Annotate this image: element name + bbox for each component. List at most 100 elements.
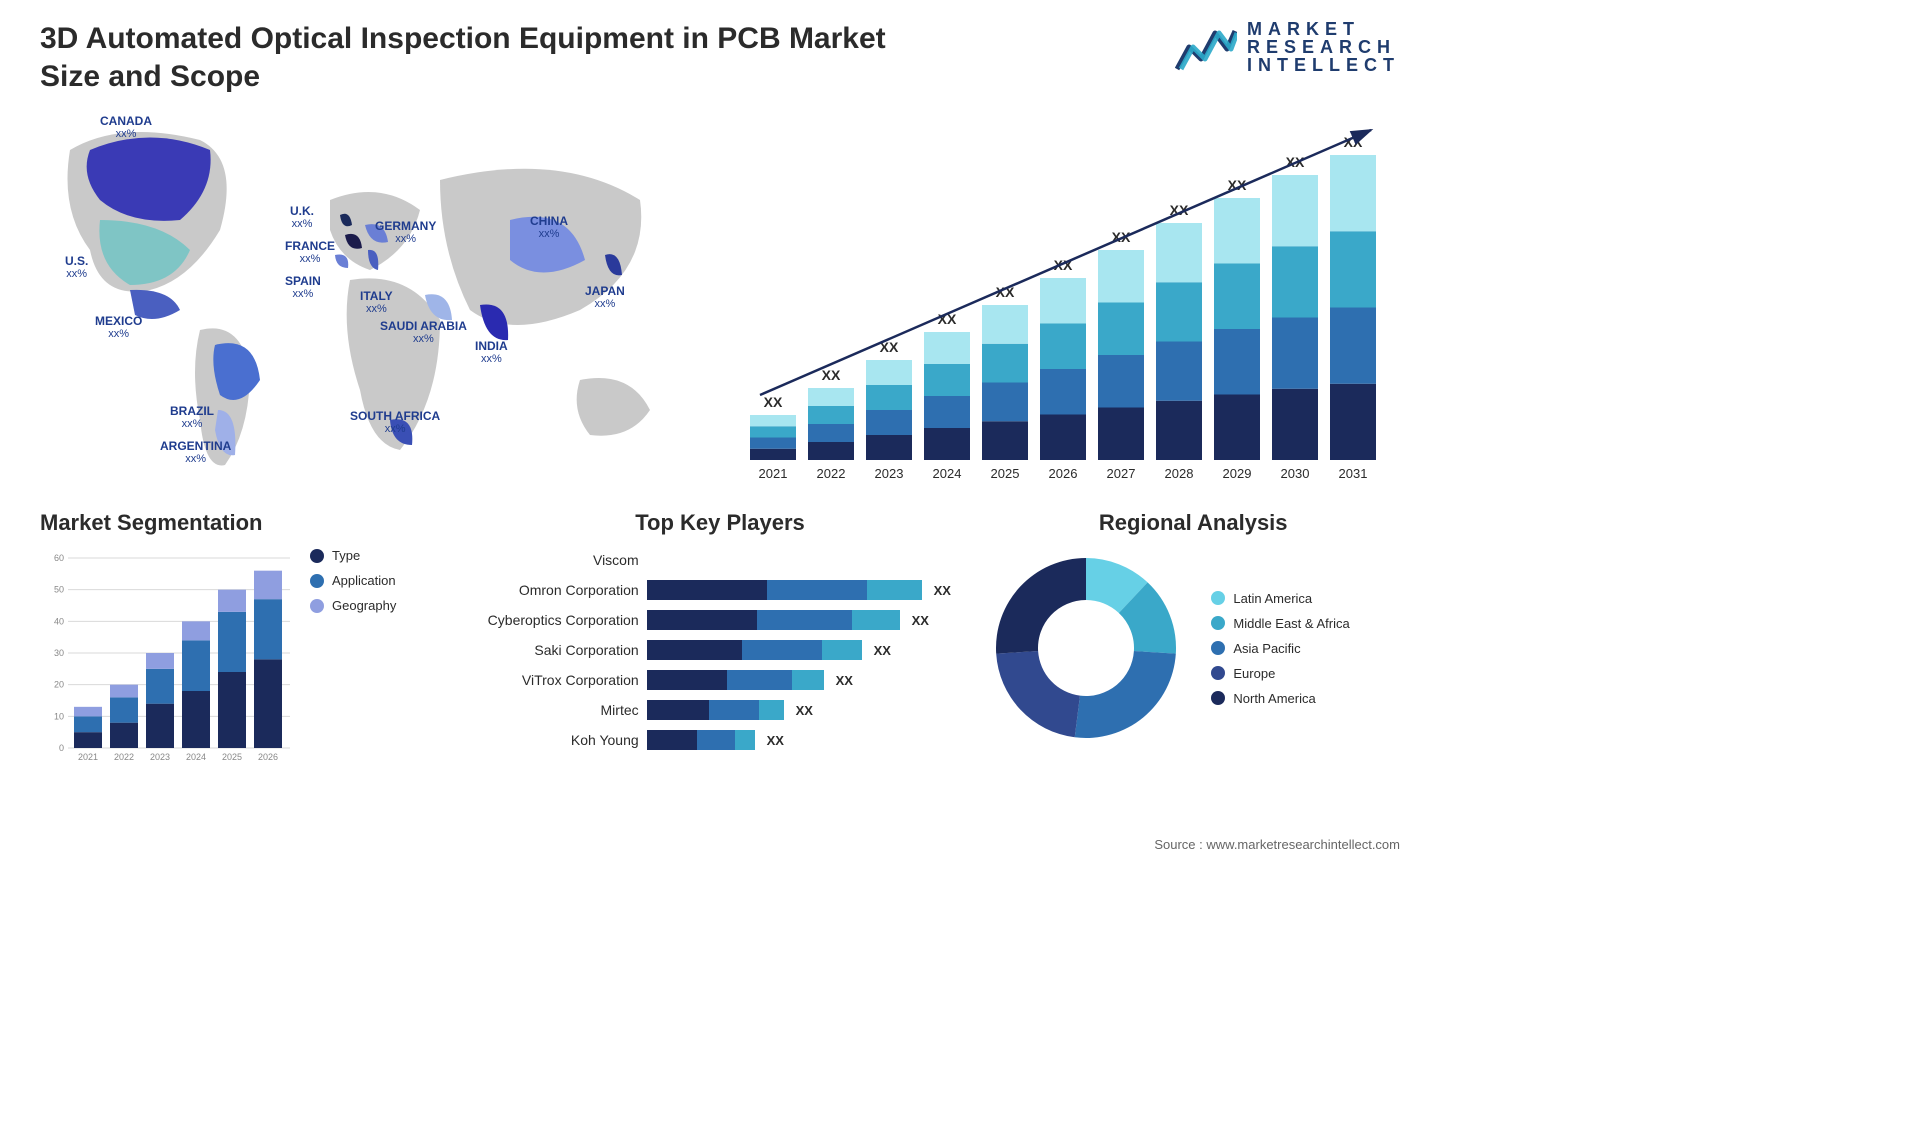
map-label: ARGENTINAxx% — [160, 440, 231, 465]
player-bar-seg — [742, 640, 822, 660]
legend-swatch — [1211, 666, 1225, 680]
main-bar-seg — [982, 383, 1028, 422]
main-bar-seg — [1156, 401, 1202, 460]
seg-bar-seg — [254, 571, 282, 600]
legend-label: Asia Pacific — [1233, 641, 1300, 656]
seg-bar-seg — [218, 612, 246, 672]
map-label: SPAINxx% — [285, 275, 321, 300]
map-label: ITALYxx% — [360, 290, 393, 315]
player-bar — [647, 610, 900, 630]
main-bar-seg — [808, 406, 854, 424]
main-bar-seg — [1214, 264, 1260, 330]
player-bar-seg — [767, 580, 867, 600]
svg-text:2023: 2023 — [150, 752, 170, 762]
svg-text:2027: 2027 — [1107, 466, 1136, 481]
seg-bar-seg — [74, 716, 102, 732]
seg-bar-seg — [182, 640, 210, 691]
seg-bar-seg — [74, 707, 102, 717]
regional-legend: Latin America Middle East & Africa Asia Pa… — [1211, 591, 1349, 706]
main-bar-seg — [1272, 389, 1318, 460]
main-bar-seg — [1272, 246, 1318, 317]
main-bar-seg — [1156, 342, 1202, 401]
legend-swatch — [1211, 591, 1225, 605]
main-bar-seg — [1098, 250, 1144, 303]
row-top: CANADAxx%U.S.xx%MEXICOxx%BRAZILxx%ARGENT… — [40, 110, 1400, 490]
logo-text: MARKET RESEARCH INTELLECT — [1247, 20, 1400, 74]
main-bar-seg — [1156, 282, 1202, 341]
player-bar-seg — [647, 730, 697, 750]
main-bar-seg — [1330, 155, 1376, 231]
regional-content: Latin America Middle East & Africa Asia Pa… — [986, 548, 1400, 748]
svg-text:2024: 2024 — [186, 752, 206, 762]
player-bar — [647, 700, 784, 720]
legend-item: Asia Pacific — [1211, 641, 1349, 656]
seg-bar-seg — [218, 590, 246, 612]
legend-item: Application — [310, 573, 396, 588]
main-bar-seg — [982, 305, 1028, 344]
player-value: XX — [912, 613, 929, 628]
segmentation-chart: 0102030405060202120222023202420252026 Ty… — [40, 548, 454, 768]
regional-title: Regional Analysis — [986, 510, 1400, 536]
legend-label: Geography — [332, 598, 396, 613]
player-row: Viscom — [484, 548, 957, 572]
player-bar-seg — [852, 610, 900, 630]
seg-bar-seg — [110, 697, 138, 722]
main-bar-seg — [808, 424, 854, 442]
legend-item: Latin America — [1211, 591, 1349, 606]
logo-line2: RESEARCH — [1247, 38, 1400, 56]
player-bar-seg — [647, 610, 757, 630]
main-bar-seg — [982, 344, 1028, 383]
player-bar — [647, 730, 755, 750]
world-map: CANADAxx%U.S.xx%MEXICOxx%BRAZILxx%ARGENT… — [40, 110, 710, 480]
svg-text:40: 40 — [54, 616, 64, 626]
player-bar-seg — [709, 700, 759, 720]
legend-item: Middle East & Africa — [1211, 616, 1349, 631]
main-bar-seg — [1272, 175, 1318, 246]
player-row: ViTrox CorporationXX — [484, 668, 957, 692]
svg-text:2025: 2025 — [222, 752, 242, 762]
svg-text:XX: XX — [764, 394, 783, 410]
main-bar-seg — [1098, 408, 1144, 461]
seg-bar-seg — [146, 704, 174, 748]
logo-line3: INTELLECT — [1247, 56, 1400, 74]
main-bar-seg — [750, 415, 796, 426]
player-value: XX — [767, 733, 784, 748]
seg-bar-seg — [182, 621, 210, 640]
legend-label: Type — [332, 548, 360, 563]
regional-section: Regional Analysis Latin America Middle Ea… — [986, 510, 1400, 748]
main-bar-seg — [808, 442, 854, 460]
map-label: GERMANYxx% — [375, 220, 436, 245]
legend-item: Europe — [1211, 666, 1349, 681]
main-bar-seg — [866, 410, 912, 435]
legend-swatch — [1211, 691, 1225, 705]
svg-text:2026: 2026 — [1049, 466, 1078, 481]
player-row: Cyberoptics CorporationXX — [484, 608, 957, 632]
legend-swatch — [1211, 616, 1225, 630]
legend-label: Europe — [1233, 666, 1275, 681]
player-value: XX — [874, 643, 891, 658]
seg-bar-seg — [110, 685, 138, 698]
main-bar-seg — [924, 428, 970, 460]
player-name: Viscom — [484, 552, 639, 568]
player-bar-seg — [647, 580, 767, 600]
player-row: Koh YoungXX — [484, 728, 957, 752]
main-bar-seg — [1098, 303, 1144, 356]
main-bar-seg — [808, 388, 854, 406]
donut-chart — [986, 548, 1186, 748]
svg-text:XX: XX — [822, 367, 841, 383]
svg-text:2026: 2026 — [258, 752, 278, 762]
main-bar-seg — [924, 332, 970, 364]
donut-slice — [1075, 651, 1176, 738]
main-bar-seg — [866, 435, 912, 460]
main-bar-seg — [1156, 223, 1202, 282]
player-bar-seg — [727, 670, 792, 690]
legend-label: Latin America — [1233, 591, 1312, 606]
donut-slice — [997, 651, 1081, 737]
source-line: Source : www.marketresearchintellect.com — [1154, 837, 1400, 852]
svg-text:2029: 2029 — [1223, 466, 1252, 481]
svg-text:2031: 2031 — [1339, 466, 1368, 481]
main-bar-seg — [1330, 231, 1376, 307]
player-bar-seg — [759, 700, 784, 720]
seg-bar-seg — [74, 732, 102, 748]
main-bar-seg — [924, 396, 970, 428]
